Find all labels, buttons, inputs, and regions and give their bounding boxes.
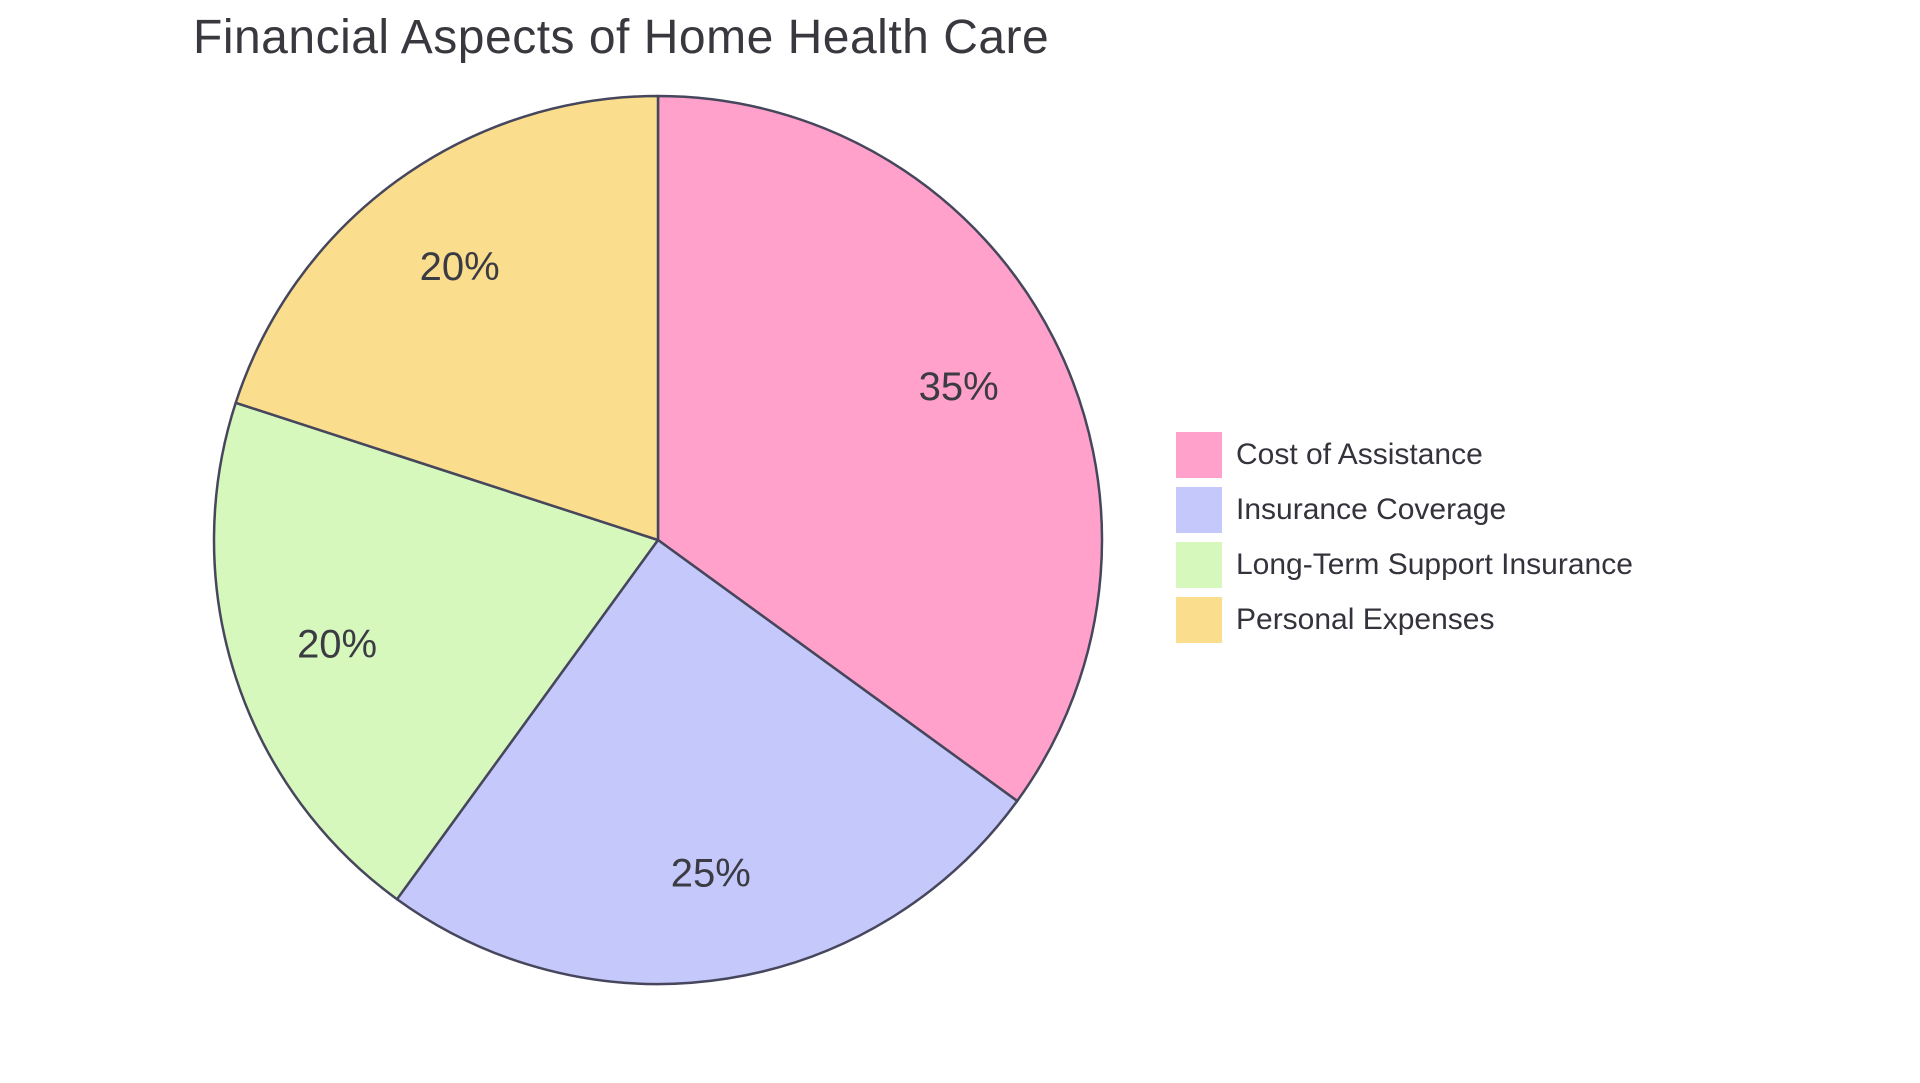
slice-percent-label-long-term-support-insurance: 20% [297,622,377,666]
chart-title: Financial Aspects of Home Health Care [193,11,1050,64]
legend-item-personal-expenses[interactable]: Personal Expenses [1176,597,1633,643]
legend-label-insurance-coverage: Insurance Coverage [1236,493,1507,526]
slice-percent-label-personal-expenses: 20% [420,245,500,289]
legend-swatch-cost-of-assistance [1176,432,1222,478]
legend-swatch-long-term-support-insurance [1176,542,1222,588]
legend-item-cost-of-assistance[interactable]: Cost of Assistance [1176,432,1633,478]
legend-label-personal-expenses: Personal Expenses [1236,603,1495,636]
legend-swatch-personal-expenses [1176,597,1222,643]
slice-percent-label-insurance-coverage: 25% [671,851,751,895]
legend-item-insurance-coverage[interactable]: Insurance Coverage [1176,487,1633,533]
pie-slice-long-term-support-insurance[interactable] [212,401,660,901]
pie-slice-insurance-coverage[interactable] [395,538,1019,986]
legend: Cost of Assistance Insurance Coverage Long… [1176,432,1633,643]
slice-percent-label-cost-of-assistance: 35% [919,365,999,409]
legend-label-long-term-support-insurance: Long-Term Support Insurance [1236,548,1633,581]
legend-label-cost-of-assistance: Cost of Assistance [1236,438,1483,471]
legend-swatch-insurance-coverage [1176,487,1222,533]
legend-item-long-term-support-insurance[interactable]: Long-Term Support Insurance [1176,542,1633,588]
pie-slice-personal-expenses[interactable] [234,94,660,542]
pie-slice-cost-of-assistance[interactable] [656,94,1104,803]
